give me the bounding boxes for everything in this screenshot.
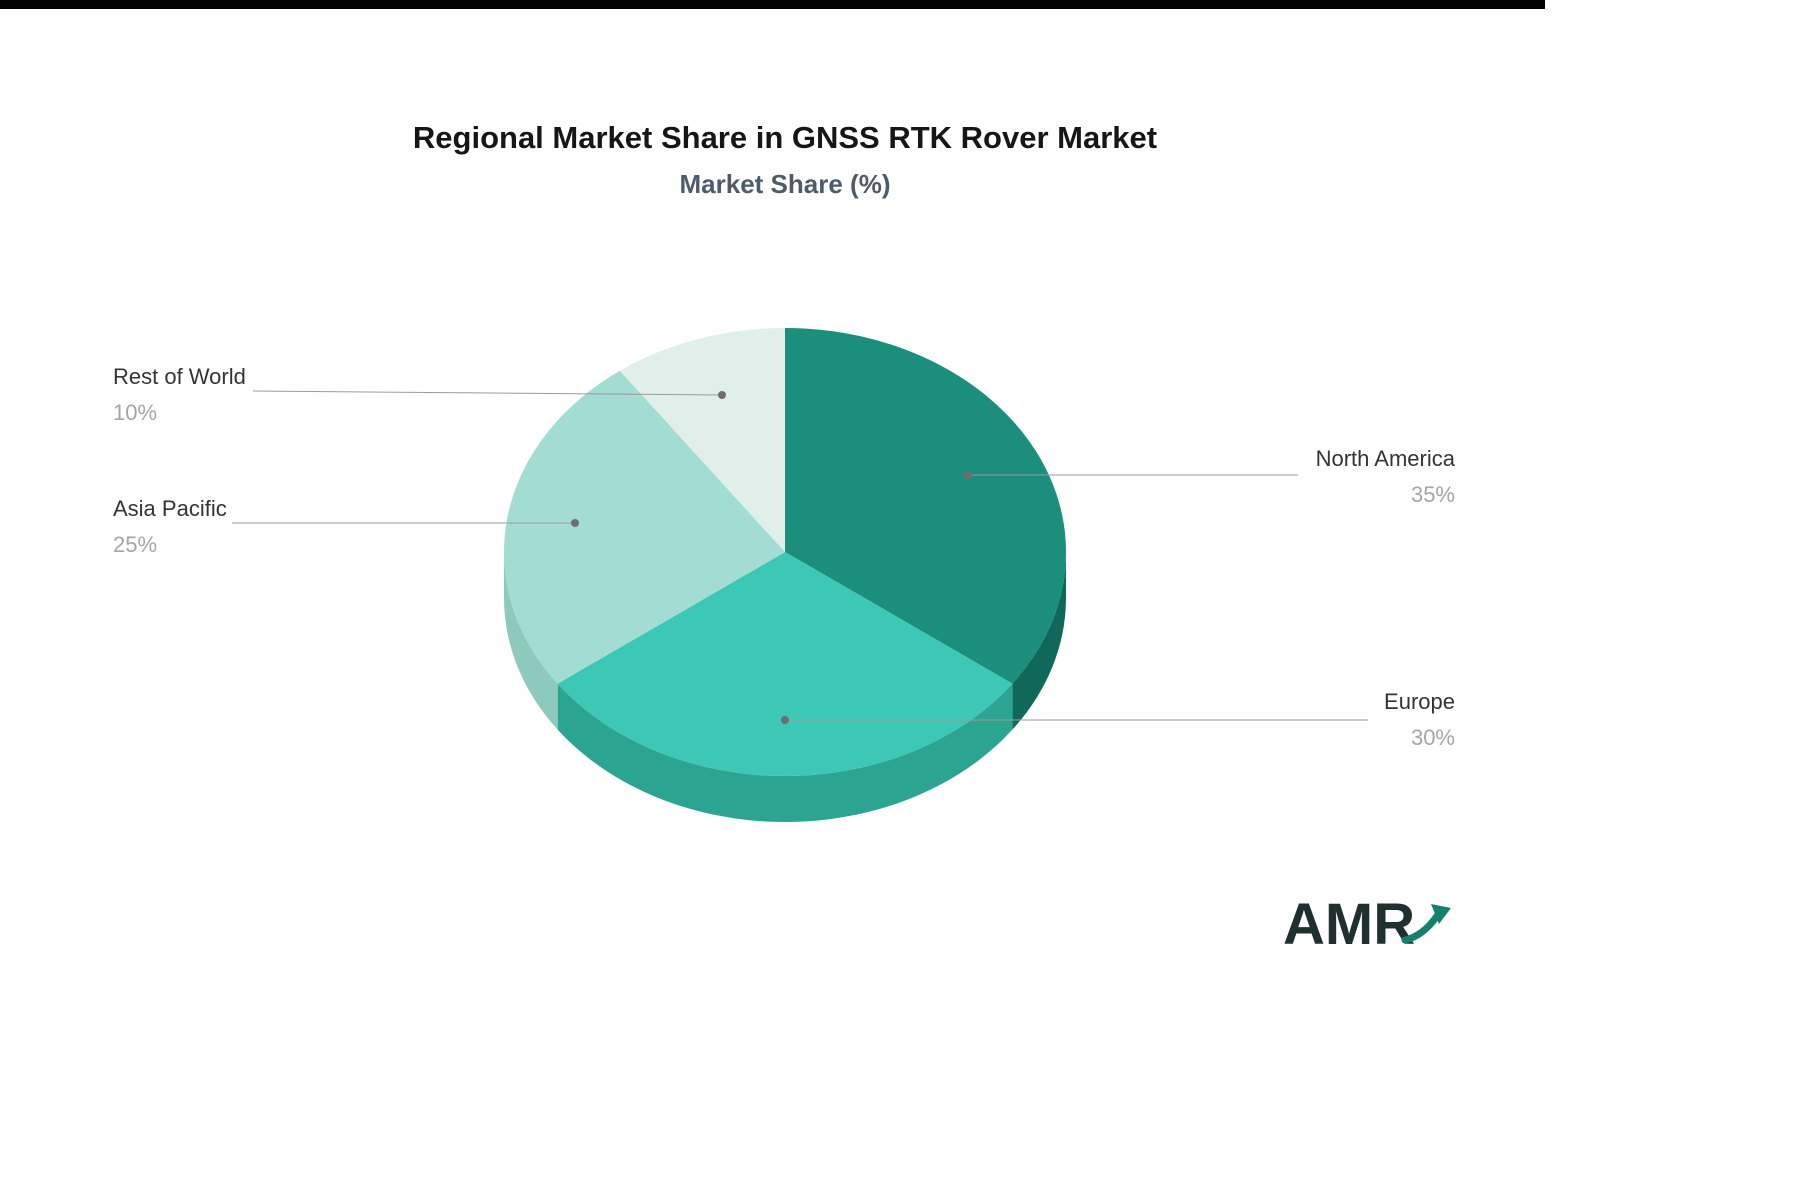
arrow-swoosh [1401,912,1441,944]
chart-subtitle: Market Share (%) [679,169,891,199]
pie-label-rest-of-world: Rest of World 10% [113,366,246,424]
pie-label-north-america: North America 35% [1316,448,1455,506]
leader-dot-asia-pacific [571,519,579,527]
chart-title: Regional Market Share in GNSS RTK Rover … [412,120,1158,155]
pie-slice-asia-pacific[interactable] [504,370,785,684]
pie-side-north-america [1012,552,1066,730]
label-name-asia-pacific: Asia Pacific [113,496,227,521]
arrow-head [1431,904,1452,924]
pie-side-asia-pacific [504,552,558,730]
top-edge-bar [0,0,1545,9]
leader-dot-europe [781,716,789,724]
leader-dot-north-america [964,471,972,479]
amr-logo-text: AMR [1283,892,1416,957]
label-name-rest-of-world: Rest of World [113,364,246,389]
amr-logo: AMR [1283,896,1453,954]
leader-line-rest-of-world [252,390,723,396]
pie-label-europe: Europe 30% [1384,691,1455,749]
label-percent-europe: 30% [1410,725,1455,750]
amr-logo-arrow-icon [1401,904,1452,944]
pie-label-asia-pacific: Asia Pacific 25% [113,498,227,556]
label-percent-asia-pacific: 25% [113,532,158,557]
label-name-europe: Europe [1384,689,1455,714]
pie-slice-rest-of-world[interactable] [619,328,785,552]
pie-side-europe [557,683,1013,822]
label-percent-north-america: 35% [1410,482,1455,507]
pie-slice-north-america[interactable] [785,328,1066,684]
leader-dot-rest-of-world [718,391,726,399]
label-name-north-america: North America [1315,446,1455,471]
label-percent-rest-of-world: 10% [113,400,158,425]
